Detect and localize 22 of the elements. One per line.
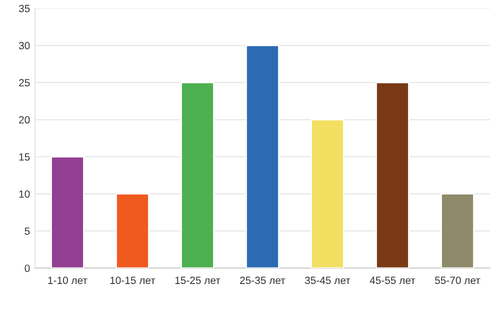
- bar: [116, 193, 150, 268]
- y-tick-label: 10: [19, 190, 30, 198]
- bar: [50, 156, 84, 268]
- x-tick-label: 55-70 лет: [435, 276, 480, 284]
- y-tick-label: 35: [18, 4, 30, 12]
- bar: [310, 118, 344, 268]
- x-tick-label: 45-55 лет: [370, 276, 416, 284]
- y-tick-label: 0: [24, 264, 30, 272]
- x-tick-label: 25-35 лет: [240, 276, 286, 284]
- bar: [180, 82, 214, 268]
- bar: [376, 82, 410, 268]
- x-tick-label: 1-10 лет: [48, 276, 88, 284]
- x-tick-label: 15-25 лет: [175, 276, 220, 284]
- bar: [440, 193, 474, 268]
- bar: [246, 44, 280, 268]
- y-tick-label: 15: [19, 153, 30, 161]
- y-tick-label: 5: [24, 228, 30, 235]
- y-tick-label: 30: [18, 42, 30, 50]
- x-tick-label: 35-45 лет: [304, 276, 350, 284]
- y-tick-label: 20: [19, 116, 30, 124]
- x-tick-label: 10-15 лет: [110, 276, 156, 284]
- y-tick-label: 25: [19, 79, 30, 86]
